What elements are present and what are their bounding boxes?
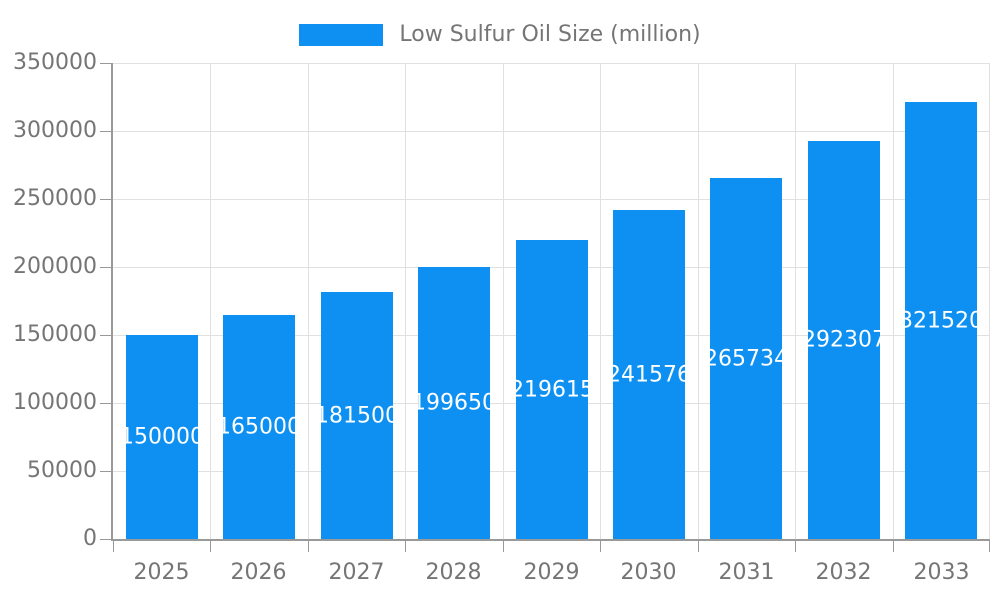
bar-2025[interactable]: 150000 (126, 335, 198, 539)
x-axis-tick (113, 541, 114, 552)
bar-value-label-2026: 165000 (223, 414, 295, 440)
gridline-vertical (795, 63, 796, 539)
y-tick-label: 250000 (13, 186, 97, 211)
x-axis-tick (210, 541, 211, 552)
y-tick-label: 200000 (13, 254, 97, 279)
x-axis-tick (503, 541, 504, 552)
gridline-vertical (698, 63, 699, 539)
x-axis-tick (600, 541, 601, 552)
x-tick-label: 2032 (815, 560, 872, 585)
gridline-horizontal (113, 63, 990, 64)
gridline-horizontal (113, 199, 990, 200)
bar-value-label-2029: 219615 (516, 377, 588, 402)
y-axis-tick (100, 267, 112, 268)
y-axis-line (111, 63, 113, 539)
x-tick-label: 2025 (133, 560, 190, 585)
legend[interactable]: Low Sulfur Oil Size (million) (0, 22, 1000, 47)
y-tick-label: 50000 (27, 458, 97, 483)
bar-value-label-2030: 241576 (613, 362, 685, 387)
gridline-vertical (308, 63, 309, 539)
y-axis-tick (100, 335, 112, 336)
y-axis-tick (100, 471, 112, 472)
x-tick-label: 2028 (425, 560, 482, 585)
y-tick-label: 100000 (13, 390, 97, 415)
x-tick-label: 2027 (328, 560, 385, 585)
y-tick-label: 300000 (13, 118, 97, 143)
gridline-vertical (405, 63, 406, 539)
gridline-horizontal (113, 131, 990, 132)
bar-value-label-2028: 199650 (418, 390, 490, 416)
x-axis-tick (795, 541, 796, 552)
legend-label: Low Sulfur Oil Size (million) (399, 22, 701, 47)
y-axis-tick (100, 131, 112, 132)
x-axis-tick (308, 541, 309, 552)
x-tick-label: 2031 (718, 560, 775, 585)
y-axis-tick (100, 539, 112, 540)
x-axis-line (111, 539, 990, 541)
bar-2030[interactable]: 241576 (613, 210, 685, 539)
y-axis-tick (100, 199, 112, 200)
bar-2032[interactable]: 292307 (808, 141, 880, 539)
y-axis-tick (100, 403, 112, 404)
bar-2031[interactable]: 265734 (710, 178, 782, 539)
y-axis-tick (100, 63, 112, 64)
y-tick-label: 350000 (13, 50, 97, 75)
bar-2033[interactable]: 321520 (905, 102, 977, 539)
gridline-vertical (210, 63, 211, 539)
bar-value-label-2032: 292307 (808, 327, 880, 353)
gridline-vertical (893, 63, 894, 539)
bar-2028[interactable]: 199650 (418, 267, 490, 539)
gridline-vertical (503, 63, 504, 539)
x-tick-label: 2033 (913, 560, 970, 585)
x-tick-label: 2030 (620, 560, 677, 585)
x-axis-tick (989, 541, 990, 552)
bar-value-label-2025: 150000 (126, 424, 198, 450)
bar-2026[interactable]: 165000 (223, 315, 295, 539)
bar-value-label-2031: 265734 (710, 346, 782, 371)
y-tick-label: 0 (83, 526, 97, 551)
x-axis-tick (698, 541, 699, 552)
bar-2027[interactable]: 181500 (321, 292, 393, 539)
x-tick-label: 2029 (523, 560, 580, 585)
x-axis-tick (893, 541, 894, 552)
x-tick-label: 2026 (230, 560, 287, 585)
bar-2029[interactable]: 219615 (516, 240, 588, 539)
bar-value-label-2027: 181500 (321, 403, 393, 428)
gridline-vertical (600, 63, 601, 539)
x-axis-tick (405, 541, 406, 552)
bar-value-label-2033: 321520 (905, 308, 977, 333)
y-tick-label: 150000 (13, 322, 97, 347)
gridline-vertical (989, 63, 990, 539)
legend-swatch (299, 23, 384, 46)
